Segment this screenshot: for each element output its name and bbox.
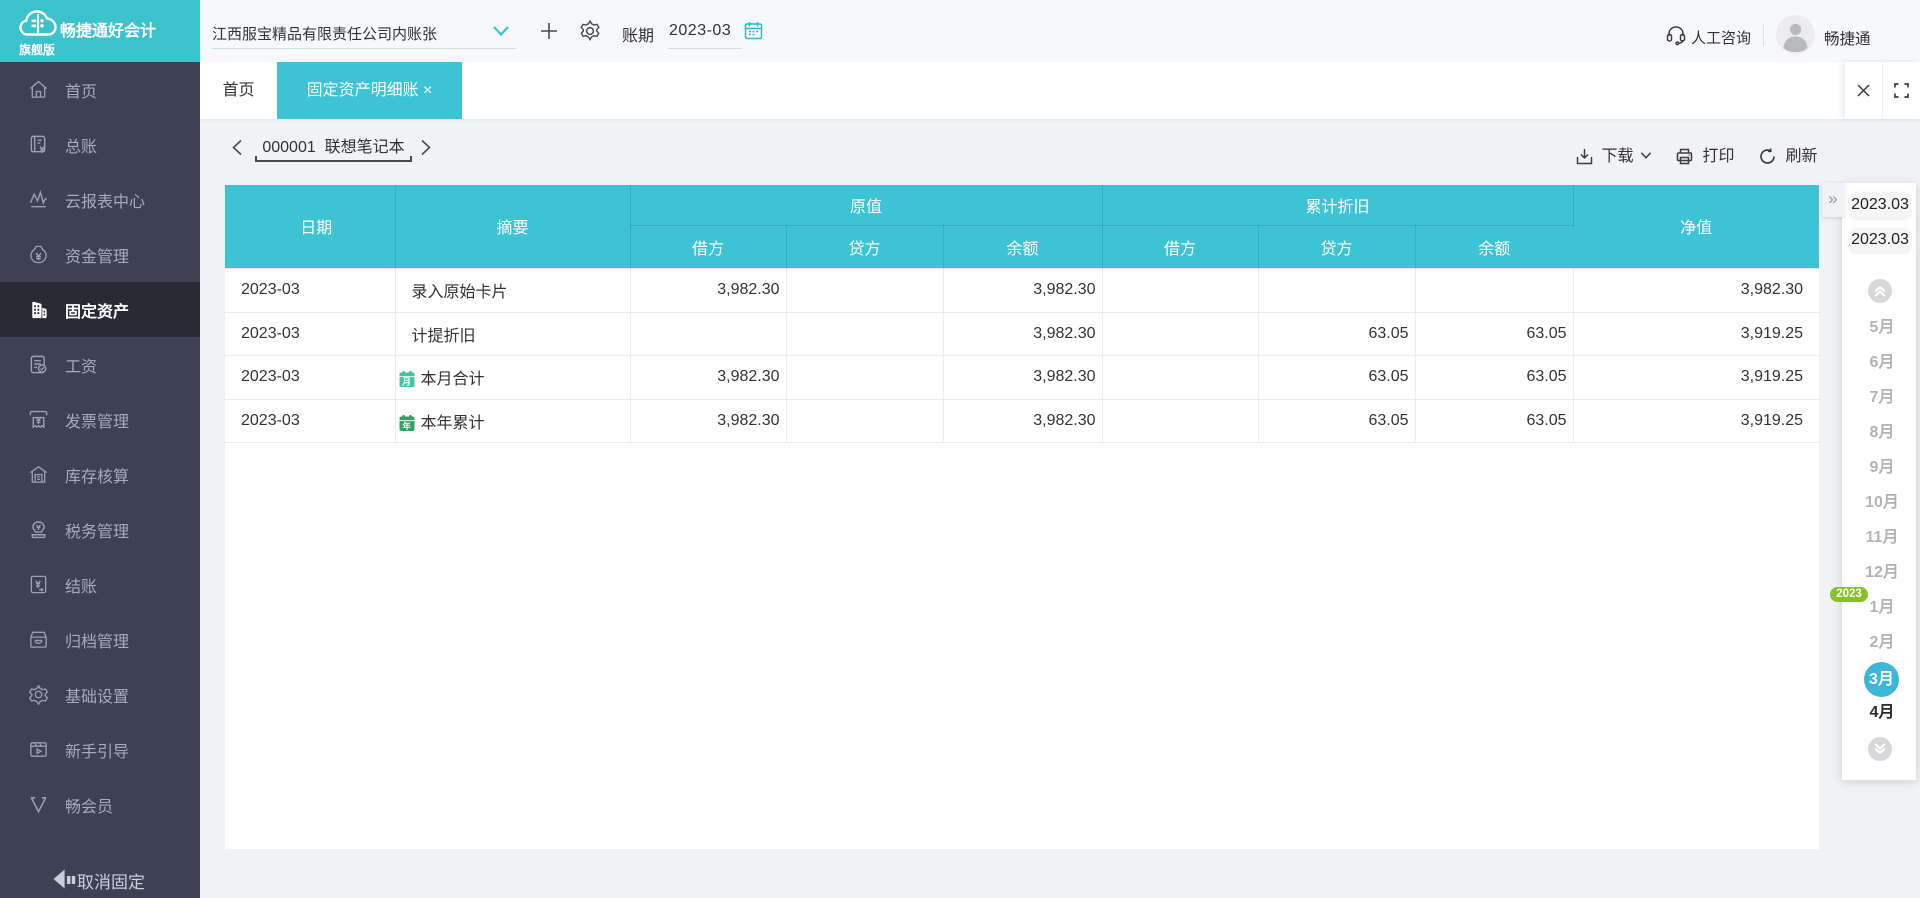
- svg-text:月: 月: [401, 377, 411, 387]
- svg-text:年: 年: [402, 420, 411, 430]
